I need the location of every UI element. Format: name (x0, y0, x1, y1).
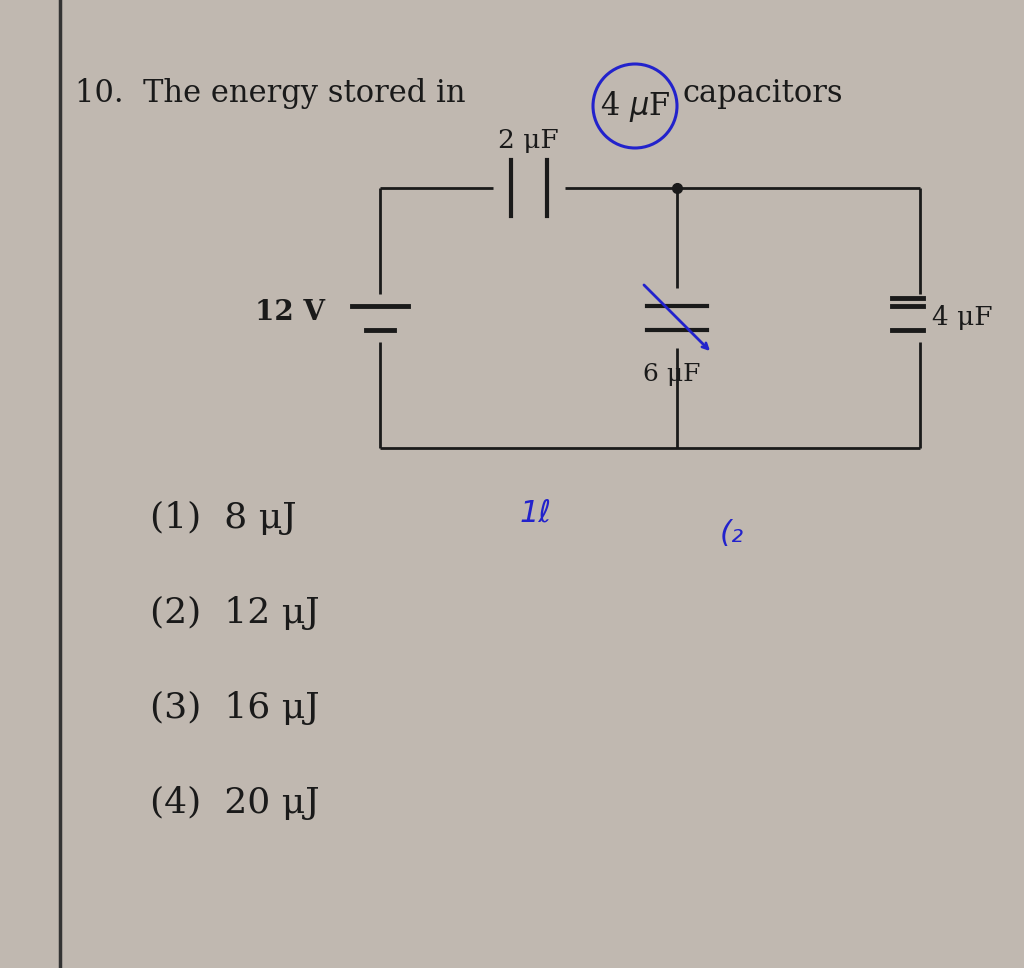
Text: (₂: (₂ (720, 519, 744, 548)
Text: 4 $\mu$F: 4 $\mu$F (600, 88, 670, 124)
Text: 4 μF: 4 μF (932, 306, 992, 330)
Text: 10.  The energy stored in: 10. The energy stored in (75, 78, 466, 109)
Text: 2 μF: 2 μF (498, 128, 559, 153)
Text: 12 V: 12 V (255, 299, 325, 326)
Text: 1ℓ: 1ℓ (520, 499, 552, 528)
Text: (2)  12 μJ: (2) 12 μJ (150, 596, 319, 630)
Text: 6 μF: 6 μF (643, 363, 700, 386)
Text: (4)  20 μJ: (4) 20 μJ (150, 786, 319, 820)
Text: (3)  16 μJ: (3) 16 μJ (150, 691, 319, 725)
Text: (1)  8 μJ: (1) 8 μJ (150, 501, 297, 535)
Text: capacitors: capacitors (682, 78, 843, 109)
